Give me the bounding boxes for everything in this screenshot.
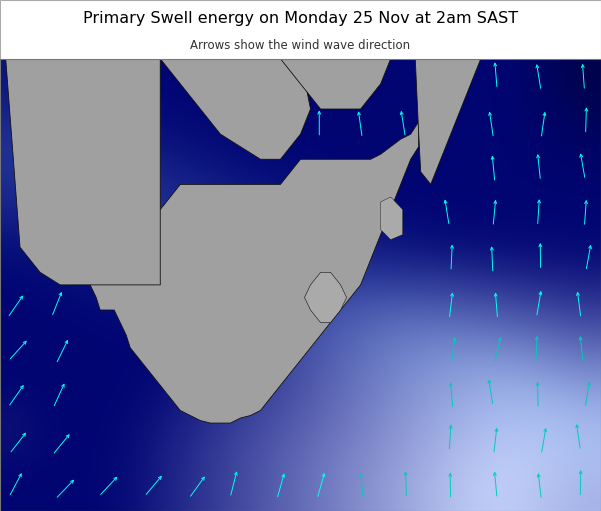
Polygon shape	[410, 0, 481, 184]
Polygon shape	[305, 272, 347, 322]
Polygon shape	[380, 197, 403, 240]
Text: Primary Swell energy on Monday 25 Nov at 2am SAST: Primary Swell energy on Monday 25 Nov at…	[83, 11, 518, 26]
Polygon shape	[270, 0, 419, 109]
Polygon shape	[90, 122, 419, 423]
Polygon shape	[160, 9, 311, 159]
Text: Arrows show the wind wave direction: Arrows show the wind wave direction	[191, 39, 410, 52]
Polygon shape	[0, 0, 160, 285]
